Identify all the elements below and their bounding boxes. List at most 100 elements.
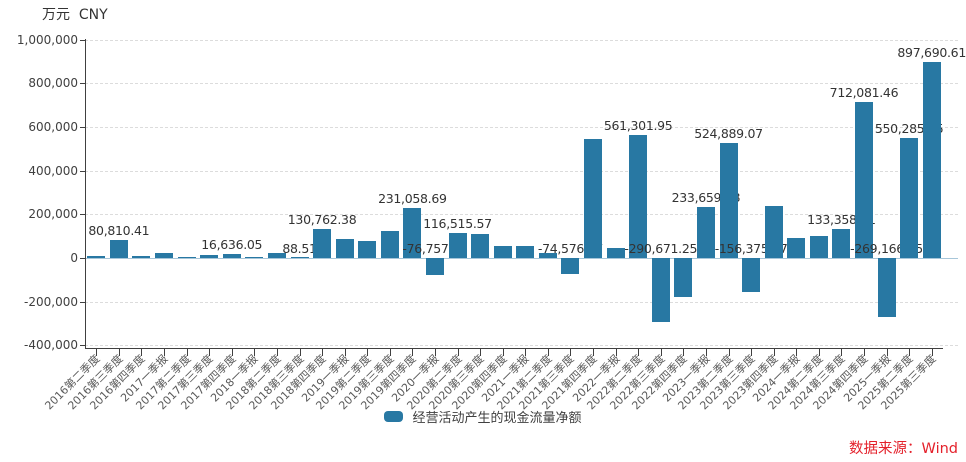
x-axis-tick — [412, 349, 414, 356]
gridline — [85, 301, 958, 303]
y-axis-tick — [80, 170, 85, 172]
x-axis-tick — [457, 349, 459, 356]
bar-value-label: 550,285.65 — [874, 120, 944, 136]
bar-2025第三季度[interactable] — [922, 61, 941, 258]
gridline — [85, 214, 958, 216]
y-axis-tick-label: 400,000 — [28, 163, 78, 178]
legend[interactable]: 经营活动产生的现金流量净额 — [0, 405, 966, 427]
y-axis-tick-label: -400,000 — [24, 338, 78, 353]
x-axis-tick — [186, 349, 188, 356]
data-source-note: 数据来源：Wind — [849, 441, 958, 457]
bar-2022一季报[interactable] — [606, 248, 625, 258]
bar-2024第二季度[interactable] — [809, 236, 828, 258]
bar-2017第三季度[interactable] — [200, 254, 219, 258]
x-axis-tick — [773, 349, 775, 356]
bar-2018一季报[interactable] — [245, 256, 264, 258]
x-axis-tick — [728, 349, 730, 356]
bar-2024一季报[interactable] — [787, 237, 806, 258]
x-axis-tick — [96, 349, 98, 356]
bar-value-label: 16,636.05 — [201, 237, 263, 253]
bar-2018第二季度[interactable] — [267, 252, 286, 258]
x-axis-tick — [525, 349, 527, 356]
bar-2020一季报[interactable] — [425, 258, 444, 275]
bar-2020第三季度[interactable] — [471, 233, 490, 258]
bar-2021第二季度[interactable] — [538, 252, 557, 258]
bar-2025一季报[interactable] — [877, 258, 896, 317]
legend-swatch-icon — [384, 410, 404, 422]
bar-value-label: 116,515.57 — [423, 215, 492, 231]
x-axis-tick — [254, 349, 256, 356]
bar-2022第三季度[interactable] — [651, 258, 670, 322]
bar-2019第二季度[interactable] — [358, 240, 377, 258]
y-axis-tick-label: 0 — [70, 251, 78, 265]
y-axis-tick-label: -200,000 — [24, 294, 78, 309]
bar-2019第三季度[interactable] — [380, 231, 399, 258]
x-axis-tick — [322, 349, 324, 356]
x-axis-tick — [751, 349, 753, 356]
x-axis-tick — [480, 349, 482, 356]
bar-2021第四季度[interactable] — [584, 138, 603, 258]
bar-2020第二季度[interactable] — [448, 232, 467, 258]
bar-2023第二季度[interactable] — [719, 143, 738, 258]
bar-2024第三季度[interactable] — [832, 228, 851, 258]
x-axis-tick — [931, 349, 933, 356]
bar-value-label: 561,301.95 — [603, 118, 673, 134]
bar-2016第四季度[interactable] — [132, 255, 151, 258]
bar-2021第三季度[interactable] — [561, 258, 580, 275]
x-axis-tick — [231, 349, 233, 356]
bar-2025第二季度[interactable] — [900, 137, 919, 258]
bar-2021一季报[interactable] — [516, 246, 535, 258]
x-axis-tick — [570, 349, 572, 356]
bar-2020第四季度[interactable] — [493, 245, 512, 258]
x-axis-tick — [344, 349, 346, 356]
bar-2024第四季度[interactable] — [854, 102, 873, 258]
gridline — [85, 39, 958, 41]
bar-value-label: 133,358.31 — [807, 211, 876, 227]
x-axis-tick — [209, 349, 211, 356]
bar-2017第二季度[interactable] — [177, 256, 196, 258]
y-axis-tick — [80, 214, 85, 216]
bar-2018第三季度[interactable] — [290, 257, 309, 258]
x-axis-line — [85, 348, 943, 349]
bar-value-label: 88.51 — [282, 240, 317, 256]
bar-2023第三季度[interactable] — [742, 258, 761, 293]
bar-value-label: 130,762.38 — [287, 212, 357, 228]
bar-2016第三季度[interactable] — [109, 240, 128, 258]
y-axis-tick — [80, 258, 85, 259]
x-axis-tick — [841, 349, 843, 356]
bar-2019第四季度[interactable] — [403, 207, 422, 258]
x-axis-tick — [367, 349, 369, 356]
bar-2023第四季度[interactable] — [764, 206, 783, 258]
y-axis-unit-label: 万元 CNY — [42, 7, 108, 23]
x-axis-tick — [593, 349, 595, 356]
bar-2017第四季度[interactable] — [222, 254, 241, 258]
x-axis-tick — [615, 349, 617, 356]
x-axis-tick — [909, 349, 911, 356]
bar-value-label: 233,659.28 — [671, 189, 741, 205]
bar-2023一季报[interactable] — [696, 206, 715, 258]
y-axis-tick — [80, 39, 85, 41]
x-axis-tick — [502, 349, 504, 356]
x-axis-tick — [547, 349, 549, 356]
bar-2016第二季度[interactable] — [87, 256, 106, 258]
legend-label: 经营活动产生的现金流量净额 — [412, 410, 582, 426]
x-axis-tick — [276, 349, 278, 356]
y-axis-tick-label: 600,000 — [28, 119, 78, 134]
x-axis-tick — [389, 349, 391, 356]
x-axis-tick — [164, 349, 166, 356]
bar-2018第四季度[interactable] — [313, 229, 332, 258]
y-axis-line — [85, 39, 86, 348]
y-axis-tick-label: 800,000 — [28, 76, 78, 91]
bar-2019一季报[interactable] — [335, 239, 354, 258]
bar-value-label: 524,889.07 — [694, 126, 763, 142]
x-axis-tick — [863, 349, 865, 356]
bar-value-label: 897,690.61 — [897, 44, 966, 60]
bar-2022第四季度[interactable] — [674, 258, 693, 298]
bar-2022第二季度[interactable] — [629, 135, 648, 258]
y-axis-tick-label: 1,000,000 — [16, 32, 78, 47]
bar-value-label: 712,081.46 — [829, 85, 899, 101]
bar-2017一季报[interactable] — [155, 252, 174, 258]
x-axis-tick — [638, 349, 640, 356]
x-axis-tick — [434, 349, 436, 356]
